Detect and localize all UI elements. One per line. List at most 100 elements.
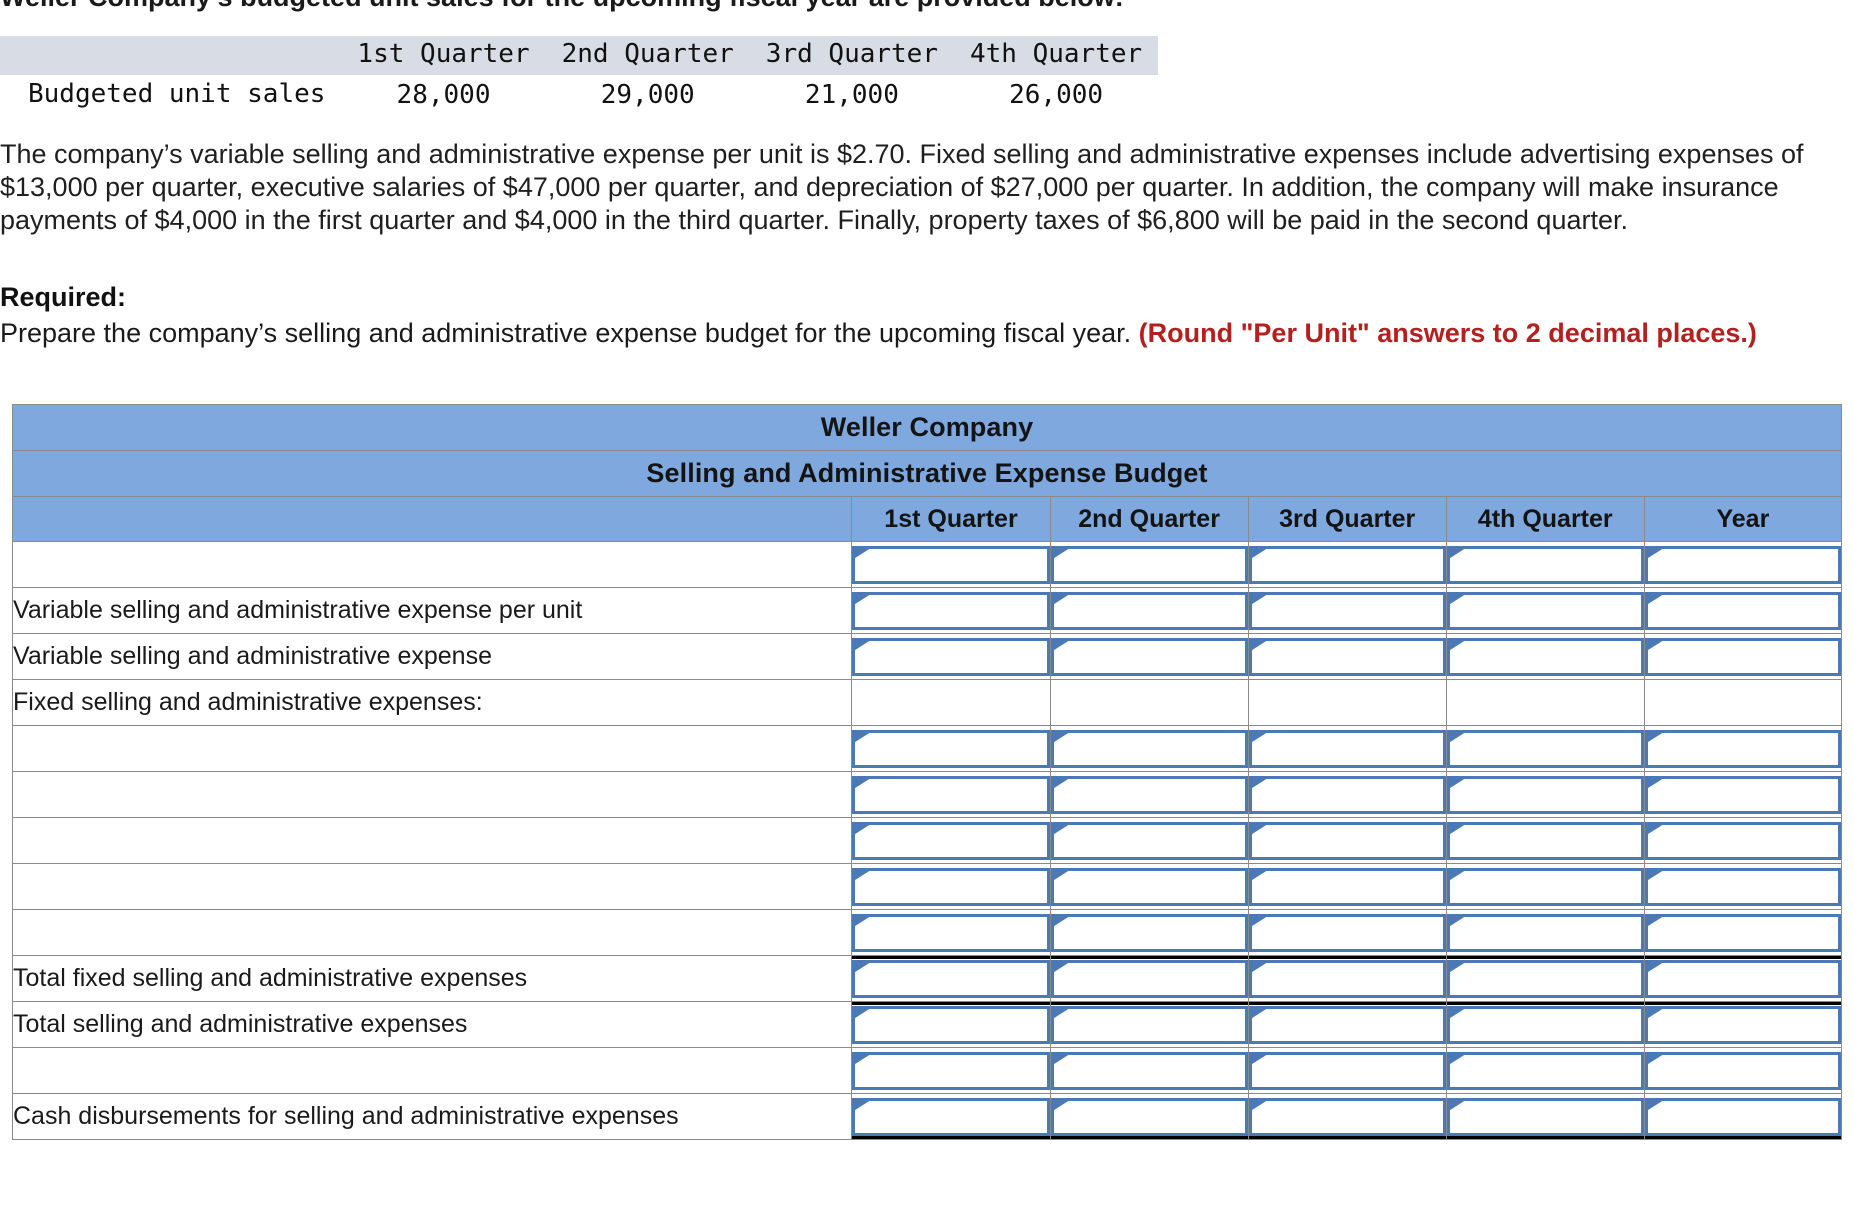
- budget-entry-field[interactable]: [1050, 821, 1248, 860]
- budget-input-cell[interactable]: [851, 633, 1051, 681]
- budget-input-cell[interactable]: [851, 909, 1051, 957]
- budget-input-cell[interactable]: [1445, 771, 1645, 819]
- budget-input-cell[interactable]: [1049, 587, 1249, 635]
- budget-input-cell[interactable]: [1049, 541, 1249, 589]
- budget-entry-field[interactable]: [1446, 1051, 1644, 1090]
- budget-input-cell[interactable]: [1643, 725, 1843, 773]
- budget-entry-field[interactable]: [1644, 591, 1841, 630]
- budget-input-cell[interactable]: [1445, 909, 1645, 957]
- budget-input-cell[interactable]: [1049, 1093, 1249, 1141]
- budget-entry-field[interactable]: [852, 1097, 1050, 1136]
- budget-input-cell[interactable]: [1643, 863, 1843, 911]
- budget-input-cell[interactable]: [1445, 955, 1645, 1003]
- budget-input-cell[interactable]: [1247, 541, 1447, 589]
- budget-entry-field[interactable]: [852, 775, 1050, 814]
- budget-entry-field[interactable]: [1644, 775, 1841, 814]
- budget-input-cell[interactable]: [1247, 817, 1447, 865]
- budget-entry-field[interactable]: [1248, 591, 1446, 630]
- budget-entry-field[interactable]: [1050, 637, 1248, 676]
- budget-input-cell[interactable]: [1445, 725, 1645, 773]
- budget-input-cell[interactable]: [1247, 1047, 1447, 1095]
- budget-input-cell[interactable]: [1643, 771, 1843, 819]
- budget-entry-field[interactable]: [1248, 959, 1446, 998]
- budget-input-cell[interactable]: [1247, 909, 1447, 957]
- budget-input-cell[interactable]: [1643, 1093, 1843, 1141]
- budget-input-cell[interactable]: [1445, 587, 1645, 635]
- budget-entry-field[interactable]: [1248, 775, 1446, 814]
- budget-entry-field[interactable]: [1446, 821, 1644, 860]
- budget-entry-field[interactable]: [852, 1005, 1050, 1044]
- budget-input-cell[interactable]: [1445, 633, 1645, 681]
- budget-entry-field[interactable]: [1644, 913, 1841, 952]
- budget-entry-field[interactable]: [852, 637, 1050, 676]
- budget-input-cell[interactable]: [1049, 633, 1249, 681]
- budget-input-cell[interactable]: [851, 541, 1051, 589]
- budget-input-cell[interactable]: [1445, 1001, 1645, 1049]
- budget-entry-field[interactable]: [1644, 545, 1841, 584]
- budget-entry-field[interactable]: [1446, 545, 1644, 584]
- budget-entry-field[interactable]: [1446, 637, 1644, 676]
- budget-input-cell[interactable]: [1049, 725, 1249, 773]
- budget-entry-field[interactable]: [1248, 1051, 1446, 1090]
- budget-entry-field[interactable]: [1644, 959, 1841, 998]
- budget-input-cell[interactable]: [1643, 1047, 1843, 1095]
- budget-entry-field[interactable]: [1644, 821, 1841, 860]
- budget-entry-field[interactable]: [1050, 1005, 1248, 1044]
- budget-entry-field[interactable]: [1050, 545, 1248, 584]
- budget-entry-field[interactable]: [1248, 1097, 1446, 1136]
- budget-input-cell[interactable]: [1643, 587, 1843, 635]
- budget-entry-field[interactable]: [1644, 1005, 1841, 1044]
- budget-entry-field[interactable]: [1050, 867, 1248, 906]
- budget-input-cell[interactable]: [851, 587, 1051, 635]
- budget-input-cell[interactable]: [851, 725, 1051, 773]
- budget-entry-field[interactable]: [1050, 1051, 1248, 1090]
- budget-input-cell[interactable]: [1247, 955, 1447, 1003]
- budget-entry-field[interactable]: [1050, 1097, 1248, 1136]
- budget-entry-field[interactable]: [1248, 545, 1446, 584]
- budget-input-cell[interactable]: [1247, 587, 1447, 635]
- budget-entry-field[interactable]: [1050, 913, 1248, 952]
- budget-input-cell[interactable]: [1247, 1001, 1447, 1049]
- budget-entry-field[interactable]: [852, 729, 1050, 768]
- budget-entry-field[interactable]: [1446, 1005, 1644, 1044]
- budget-entry-field[interactable]: [1446, 1097, 1644, 1136]
- budget-entry-field[interactable]: [852, 913, 1050, 952]
- budget-input-cell[interactable]: [1049, 771, 1249, 819]
- budget-entry-field[interactable]: [1644, 1051, 1841, 1090]
- budget-entry-field[interactable]: [852, 959, 1050, 998]
- budget-input-cell[interactable]: [1643, 541, 1843, 589]
- budget-input-cell[interactable]: [851, 817, 1051, 865]
- budget-input-cell[interactable]: [1643, 817, 1843, 865]
- budget-input-cell[interactable]: [1247, 771, 1447, 819]
- budget-entry-field[interactable]: [1248, 821, 1446, 860]
- budget-entry-field[interactable]: [1644, 1097, 1841, 1136]
- budget-entry-field[interactable]: [1446, 591, 1644, 630]
- budget-entry-field[interactable]: [1248, 913, 1446, 952]
- budget-input-cell[interactable]: [851, 1047, 1051, 1095]
- budget-entry-field[interactable]: [1644, 637, 1841, 676]
- budget-entry-field[interactable]: [852, 867, 1050, 906]
- budget-input-cell[interactable]: [1643, 1001, 1843, 1049]
- budget-entry-field[interactable]: [852, 545, 1050, 584]
- budget-input-cell[interactable]: [1643, 633, 1843, 681]
- budget-entry-field[interactable]: [1446, 729, 1644, 768]
- budget-input-cell[interactable]: [1445, 817, 1645, 865]
- budget-input-cell[interactable]: [1445, 1047, 1645, 1095]
- budget-input-cell[interactable]: [1445, 863, 1645, 911]
- budget-input-cell[interactable]: [1049, 1001, 1249, 1049]
- budget-input-cell[interactable]: [1445, 1093, 1645, 1141]
- budget-entry-field[interactable]: [1050, 959, 1248, 998]
- budget-entry-field[interactable]: [1446, 775, 1644, 814]
- budget-input-cell[interactable]: [1049, 817, 1249, 865]
- budget-entry-field[interactable]: [1644, 867, 1841, 906]
- budget-input-cell[interactable]: [1049, 909, 1249, 957]
- budget-entry-field[interactable]: [1050, 775, 1248, 814]
- budget-input-cell[interactable]: [1247, 1093, 1447, 1141]
- budget-input-cell[interactable]: [1049, 863, 1249, 911]
- budget-input-cell[interactable]: [851, 863, 1051, 911]
- budget-input-cell[interactable]: [1445, 541, 1645, 589]
- budget-entry-field[interactable]: [1446, 913, 1644, 952]
- budget-entry-field[interactable]: [1248, 867, 1446, 906]
- budget-input-cell[interactable]: [1643, 909, 1843, 957]
- budget-input-cell[interactable]: [851, 955, 1051, 1003]
